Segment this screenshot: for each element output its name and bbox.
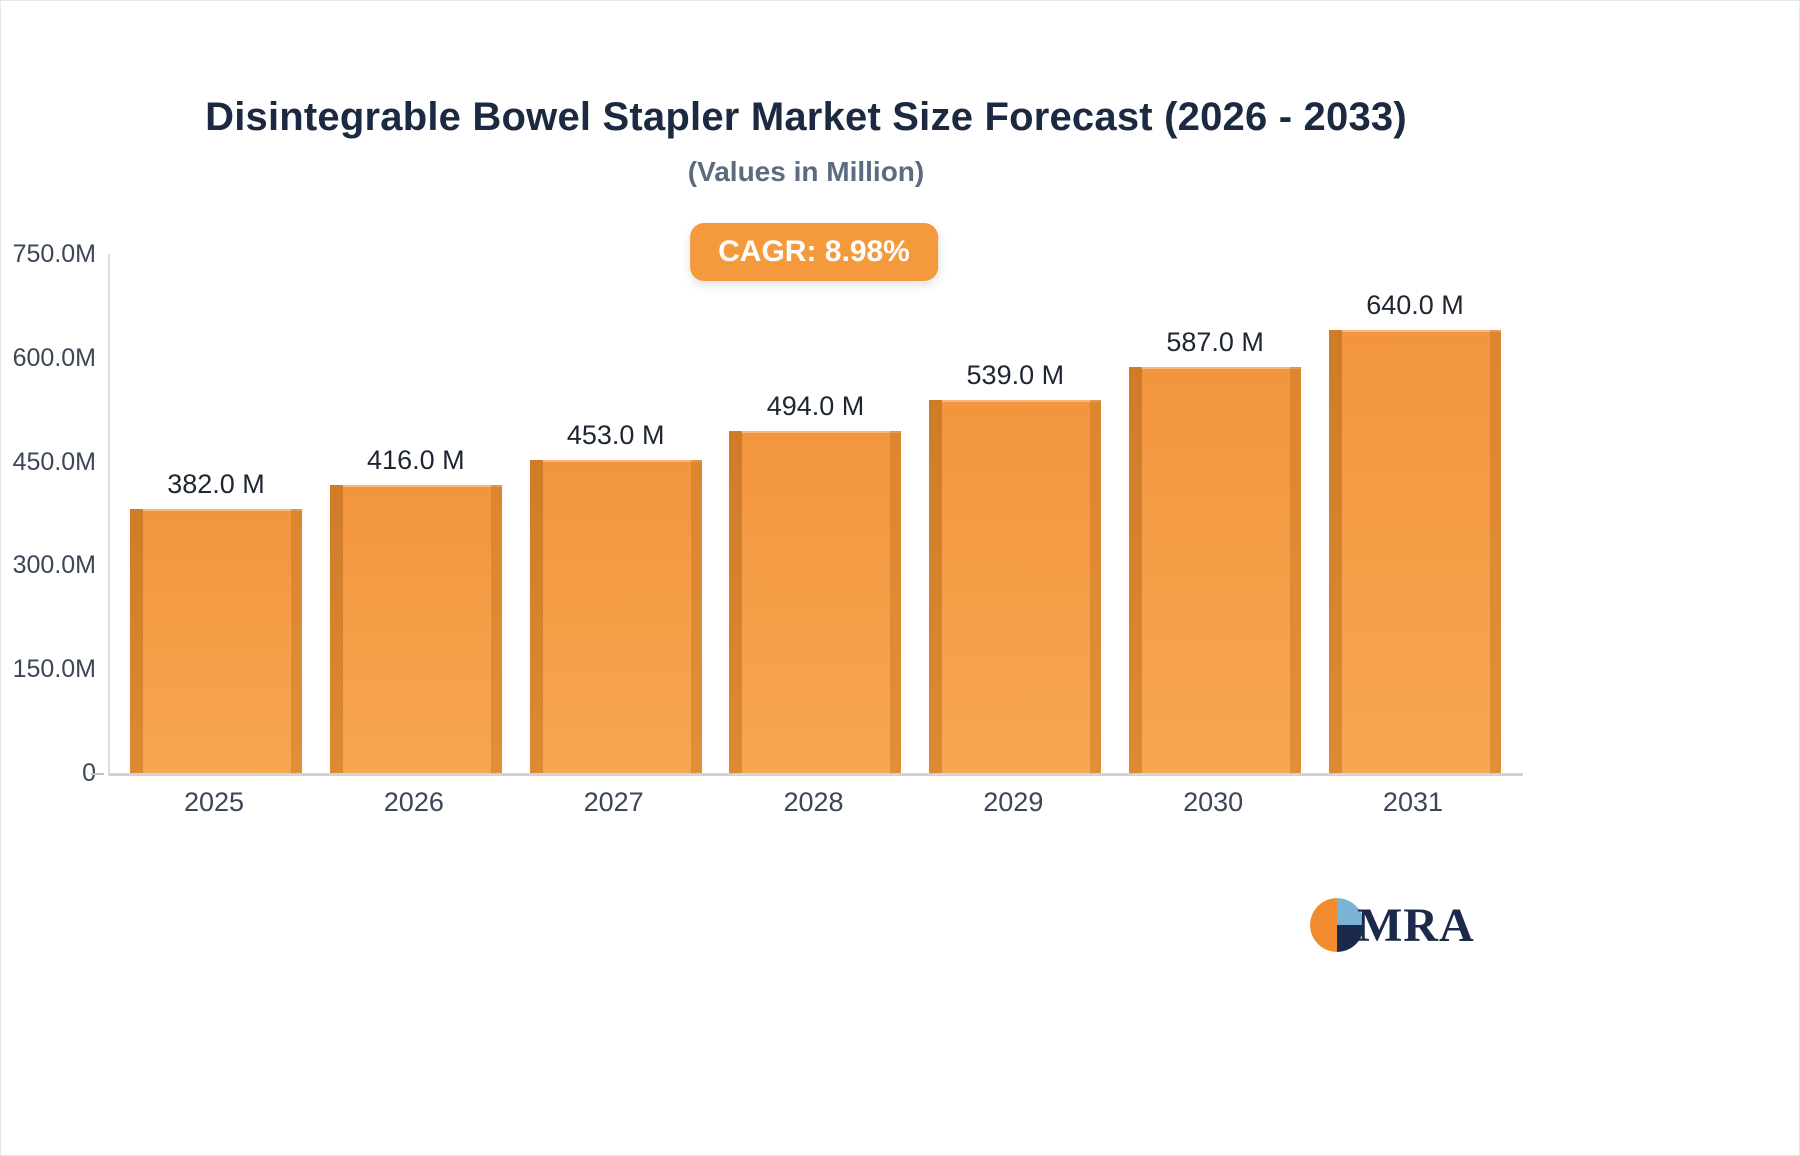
- brand-logo-text: MRA: [1357, 898, 1475, 952]
- y-axis-tick-label: 600.0M: [12, 343, 96, 372]
- y-axis-tick-label: 0: [82, 759, 96, 787]
- bar-column: 640.0 M: [1328, 254, 1501, 773]
- y-axis-tick-label: 150.0M: [12, 655, 96, 684]
- bar-column: 539.0 M: [929, 254, 1102, 773]
- y-axis-tick-label: 300.0M: [12, 551, 96, 580]
- bar-value-label: 416.0 M: [367, 445, 465, 476]
- brand-logo: MRA: [1309, 897, 1475, 953]
- bar-value-label: 539.0 M: [966, 360, 1065, 391]
- bar[interactable]: [929, 400, 1102, 773]
- bar[interactable]: [1328, 330, 1501, 773]
- x-axis: 2025 2026 2027 2028 2029 2030 2031: [108, 787, 1521, 818]
- bar-value-label: 640.0 M: [1366, 290, 1464, 321]
- bar[interactable]: [329, 485, 502, 773]
- bar-value-label: 453.0 M: [566, 419, 665, 450]
- bar-value-label: 494.0 M: [766, 391, 865, 422]
- chart-subtitle: (Values in Million): [687, 156, 925, 187]
- y-axis-tick-label: 450.0M: [12, 447, 96, 476]
- x-axis-label: 2027: [583, 787, 644, 817]
- chart-title: Disintegrable Bowel Stapler Market Size …: [205, 95, 1407, 139]
- brand-logo-icon: [1310, 898, 1364, 952]
- y-axis-tick-label: 750.0M: [12, 240, 96, 268]
- bar-column: 382.0 M: [130, 254, 302, 774]
- y-axis-zero-tick: [91, 773, 104, 775]
- bar-column: 587.0 M: [1129, 254, 1302, 774]
- x-axis-label: 2029: [983, 787, 1044, 817]
- bar-column: 494.0 M: [729, 254, 902, 773]
- x-axis-label: 2030: [1183, 787, 1244, 817]
- bar[interactable]: [729, 431, 902, 773]
- bar-column: 416.0 M: [329, 254, 502, 773]
- chart-header: Disintegrable Bowel Stapler Market Size …: [1, 95, 1611, 188]
- cagr-badge: CAGR: 8.98%: [690, 223, 938, 281]
- y-axis: 750.0M 600.0M 450.0M 300.0M 150.0M 0: [1, 240, 96, 787]
- plot-area: 382.0 M 416.0 M 453.0 M 494.0 M 539.0 M 587.0…: [91, 254, 1523, 776]
- x-axis-label: 2031: [1382, 787, 1443, 817]
- bars: 382.0 M 416.0 M 453.0 M 494.0 M 539.0 M 587.0…: [110, 254, 1523, 774]
- bar[interactable]: [1129, 366, 1302, 774]
- bar[interactable]: [130, 508, 302, 774]
- x-axis-label: 2028: [783, 787, 844, 817]
- bar-value-label: 587.0 M: [1166, 326, 1264, 357]
- x-axis-label: 2026: [383, 787, 444, 817]
- x-axis-label: 2025: [183, 787, 245, 817]
- bar-value-label: 382.0 M: [167, 468, 265, 499]
- bar[interactable]: [529, 459, 702, 774]
- bar-column: 453.0 M: [529, 254, 702, 774]
